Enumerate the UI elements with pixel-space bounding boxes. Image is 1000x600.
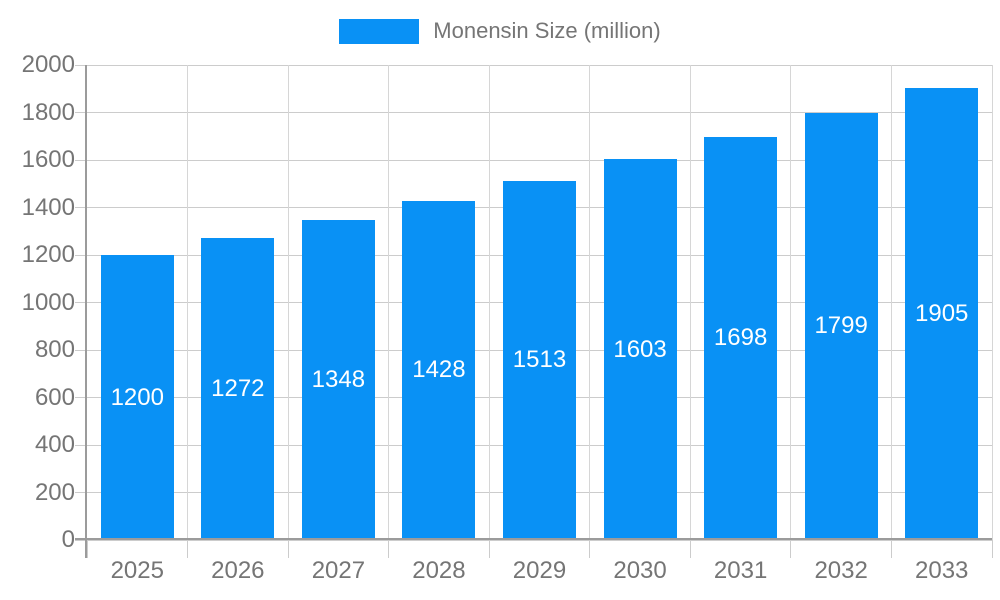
legend-swatch — [339, 18, 420, 44]
x-axis-tick — [388, 540, 390, 558]
bar: 1200 — [100, 255, 174, 540]
x-axis-tick — [991, 540, 993, 558]
y-axis-tick — [75, 207, 87, 208]
y-axis-tick — [75, 349, 87, 351]
x-tick-label: 2029 — [512, 557, 567, 584]
bar-value-label: 1428 — [412, 356, 466, 384]
y-tick-label: 1000 — [21, 288, 75, 316]
gridline-vertical — [287, 65, 289, 540]
x-tick-label: 2025 — [110, 557, 164, 584]
y-axis-tick — [75, 112, 87, 113]
y-tick-label: 1800 — [21, 98, 75, 126]
y-tick-label: 800 — [34, 336, 75, 363]
bar-value-label: 1799 — [814, 312, 868, 340]
y-tick-label: 600 — [34, 383, 75, 411]
gridline-vertical — [790, 65, 792, 540]
x-axis-tick — [86, 540, 88, 558]
bar: 1428 — [402, 200, 476, 540]
x-axis-tick — [589, 540, 591, 558]
y-axis-tick — [75, 492, 87, 493]
y-tick-label: 2000 — [21, 51, 75, 78]
gridline-vertical — [187, 65, 189, 540]
bar-value-label: 1905 — [915, 299, 969, 327]
gridline-vertical — [689, 65, 691, 540]
bar-value-label: 1603 — [613, 335, 667, 363]
x-axis-tick — [287, 540, 289, 558]
legend-label: Monensin Size (million) — [433, 18, 661, 43]
bar-value-label: 1698 — [713, 324, 768, 352]
y-tick-label: 200 — [34, 478, 75, 506]
bar-value-label: 1348 — [311, 365, 366, 393]
bar-value-label: 1200 — [110, 383, 164, 411]
legend: Monensin Size (million) — [0, 16, 1000, 46]
y-tick-label: 1200 — [21, 241, 75, 268]
y-axis-tick — [75, 397, 87, 398]
plot-area: 1200 1272 1348 1428 1513 1603 1698 1799 1905 — [75, 64, 993, 558]
x-axis-tick — [488, 540, 490, 558]
y-tick-label: 0 — [61, 526, 75, 553]
y-axis-tick — [75, 159, 87, 161]
x-axis-tick — [890, 540, 892, 558]
bar: 1905 — [905, 87, 979, 540]
gridline-horizontal — [87, 159, 992, 161]
x-axis-tick — [187, 540, 189, 558]
x-axis-tick — [689, 540, 691, 558]
gridline-horizontal — [87, 112, 992, 113]
gridline-vertical — [589, 65, 591, 540]
y-axis-tick — [75, 444, 87, 446]
x-tick-label: 2028 — [412, 557, 466, 584]
x-axis-tick — [790, 540, 792, 558]
x-tick-label: 2027 — [311, 557, 366, 584]
y-axis-tick — [75, 302, 87, 303]
y-axis-line — [85, 65, 87, 558]
x-tick-label: 2033 — [915, 557, 969, 584]
bar-value-label: 1513 — [512, 346, 567, 374]
bar: 1272 — [201, 237, 275, 540]
x-tick-label: 2032 — [814, 557, 868, 584]
bar: 1513 — [503, 180, 576, 540]
bar: 1698 — [704, 136, 778, 540]
y-axis-tick — [75, 254, 87, 256]
gridline-horizontal — [87, 64, 992, 66]
gridline-vertical — [890, 65, 892, 540]
gridline-horizontal — [87, 539, 992, 541]
gridline-vertical — [388, 65, 390, 540]
y-tick-label: 1600 — [21, 146, 75, 173]
x-tick-label: 2030 — [613, 557, 667, 584]
y-tick-label: 1400 — [21, 193, 75, 221]
bar: 1799 — [804, 112, 878, 540]
y-axis-tick — [75, 539, 87, 541]
y-axis-tick — [75, 64, 87, 66]
bar: 1348 — [301, 219, 375, 540]
bar-value-label: 1272 — [211, 374, 265, 402]
y-tick-label: 400 — [34, 431, 75, 458]
bar: 1603 — [603, 159, 677, 540]
gridline-vertical — [488, 65, 490, 540]
gridline-vertical — [991, 65, 993, 540]
x-axis-line — [75, 538, 992, 540]
x-tick-label: 2026 — [211, 557, 265, 584]
x-tick-label: 2031 — [713, 557, 768, 584]
